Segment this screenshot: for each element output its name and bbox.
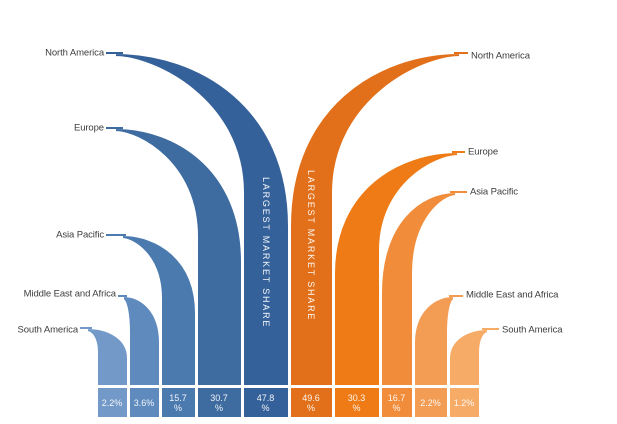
- share-value-line: %: [392, 402, 401, 413]
- leader-line-left-europe: [106, 127, 123, 129]
- share-value-line: 3.6%: [133, 397, 155, 408]
- share-cell-left-middle-east-and-africa: 3.6%: [129, 388, 159, 417]
- petal-right-europe: [333, 151, 459, 387]
- petal-left-south-america: [86, 327, 129, 387]
- share-value-line: 1.2%: [453, 397, 475, 408]
- leader-line-left-middle-east-and-africa: [118, 295, 127, 297]
- share-cell-right-asia-pacific: 16.7%: [381, 388, 412, 417]
- region-label-left-europe: Europe: [73, 122, 104, 134]
- share-value-line: 49.6: [302, 392, 320, 403]
- region-label-left-middle-east-and-africa: Middle East and Africa: [23, 288, 116, 300]
- region-label-right-north-america: North America: [471, 50, 530, 62]
- leader-line-left-north-america: [106, 52, 123, 54]
- center-column-label-right: LARGEST MARKET SHARE: [306, 170, 316, 322]
- leader-line-right-asia-pacific: [450, 191, 467, 193]
- petal-left-north-america: [114, 52, 290, 387]
- region-label-right-middle-east-and-africa: Middle East and Africa: [466, 289, 559, 301]
- leader-line-right-south-america: [482, 328, 499, 330]
- center-column-label-left: LARGEST MARKET SHARE: [261, 177, 271, 329]
- share-value-line: %: [214, 402, 223, 413]
- share-cell-right-middle-east-and-africa: 2.2%: [414, 388, 447, 417]
- petal-left-middle-east-and-africa: [122, 295, 161, 387]
- leader-lines-group: [80, 52, 499, 330]
- region-label-right-asia-pacific: Asia Pacific: [470, 186, 518, 198]
- leader-line-left-south-america: [80, 327, 92, 329]
- share-cell-right-europe: 30.3%: [334, 388, 379, 417]
- share-value-line: %: [261, 402, 270, 413]
- region-label-right-europe: Europe: [468, 146, 499, 158]
- share-cell-right-north-america: 49.6%: [290, 388, 332, 417]
- petals-group: [86, 52, 489, 387]
- petal-right-asia-pacific: [380, 191, 457, 387]
- share-cell-left-europe: 30.7%: [197, 388, 241, 417]
- leader-line-right-north-america: [454, 52, 468, 54]
- share-value-line: %: [173, 402, 182, 413]
- share-value-line: 2.2%: [420, 397, 441, 408]
- share-value-line: 15.7: [169, 392, 187, 403]
- share-value-line: 30.7: [210, 392, 228, 403]
- share-value-line: %: [306, 402, 315, 413]
- share-cell-left-asia-pacific: 15.7%: [161, 388, 195, 417]
- share-value-line: %: [352, 402, 361, 413]
- leader-line-right-middle-east-and-africa: [449, 295, 463, 297]
- share-value-line: 2.2%: [101, 397, 123, 408]
- petal-right-south-america: [448, 328, 489, 387]
- share-cell-left-south-america: 2.2%: [97, 388, 127, 417]
- region-label-left-south-america: South America: [17, 324, 79, 336]
- share-value-line: 47.8: [256, 392, 275, 403]
- leader-line-right-europe: [452, 151, 465, 153]
- petal-right-middle-east-and-africa: [413, 295, 455, 387]
- share-cell-right-south-america: 1.2%: [449, 388, 479, 417]
- region-label-left-north-america: North America: [45, 47, 104, 59]
- share-value-line: 30.3: [347, 392, 366, 403]
- petal-left-europe: [114, 127, 243, 387]
- share-value-line: 16.7: [387, 392, 406, 403]
- leader-line-left-asia-pacific: [106, 234, 126, 236]
- share-cell-left-north-america: 47.8%: [243, 388, 288, 417]
- petal-left-asia-pacific: [121, 234, 197, 387]
- region-label-left-asia-pacific: Asia Pacific: [56, 229, 104, 241]
- region-label-right-south-america: South America: [502, 324, 563, 336]
